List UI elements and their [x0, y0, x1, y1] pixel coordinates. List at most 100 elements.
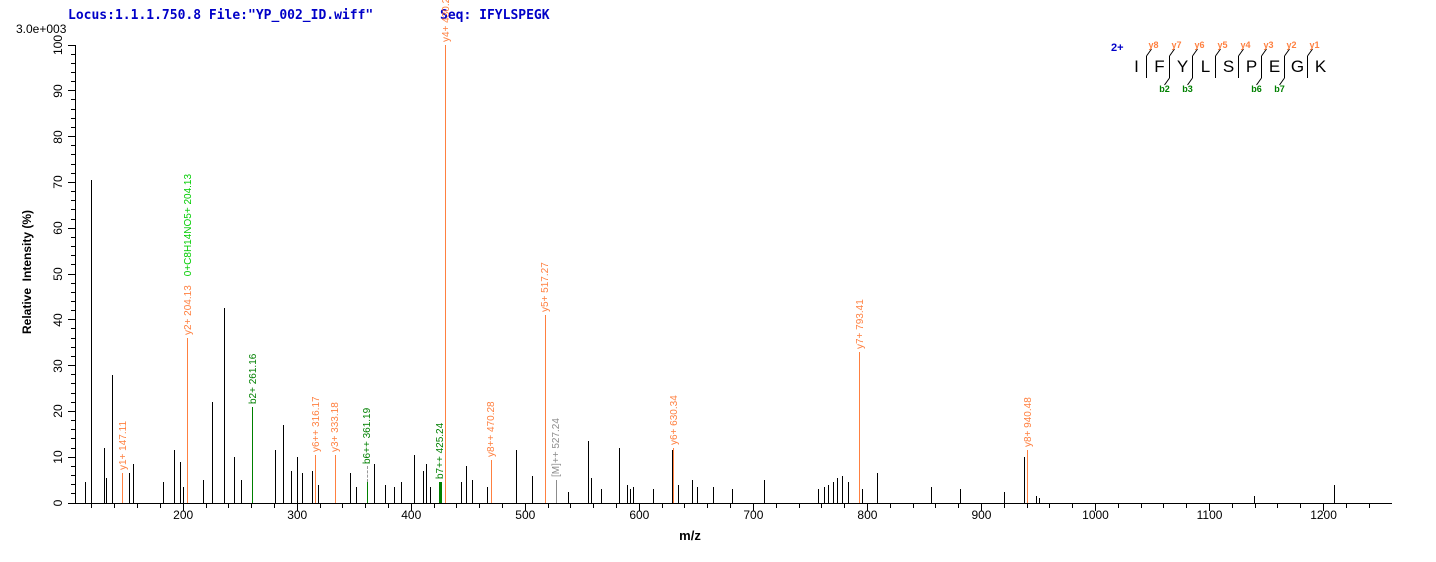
y-axis-tick-label: 70 — [51, 175, 65, 190]
x-axis-tick-label: 500 — [515, 508, 536, 522]
peak-label: y5+ 517.27 — [540, 262, 551, 312]
spectrum-peak — [652, 489, 654, 503]
x-axis-tick — [137, 503, 139, 508]
y-axis-tick-label: 60 — [51, 221, 65, 235]
x-axis-tick-label: 1000 — [1082, 508, 1109, 522]
spectrum-peak — [672, 450, 674, 503]
y-axis-tick — [71, 291, 76, 293]
x-axis-tick — [251, 503, 253, 508]
locus-file-header: Locus:1.1.1.750.8 File:"YP_002_ID.wiff" — [68, 8, 374, 23]
y-axis-tick — [68, 90, 76, 92]
spectrum-peak — [1003, 491, 1005, 503]
y-axis-tick-label: 100 — [51, 34, 65, 56]
spectrum-peak — [847, 482, 849, 503]
x-axis-tick-label: 1100 — [1196, 508, 1223, 522]
x-axis-tick — [1209, 503, 1211, 511]
x-axis-tick — [205, 503, 207, 508]
spectrum-peak — [1039, 498, 1041, 503]
y-axis-tick — [71, 420, 76, 422]
y-axis-tick-label: 50 — [51, 267, 65, 281]
spectrum-peak — [240, 480, 242, 503]
spectrum-peak — [828, 484, 830, 503]
peak-label-text: b6++ 361.19 — [362, 408, 373, 465]
peak-label-text: y5+ 517.27 — [540, 262, 551, 313]
x-axis-tick — [1277, 503, 1279, 508]
y-axis-tick — [71, 355, 76, 357]
spectrum-peak — [837, 477, 839, 503]
peak-label: y6+ 630.34 — [669, 395, 680, 445]
x-axis-tick — [980, 503, 982, 511]
x-axis-tick — [387, 503, 389, 508]
peak-label: [M]++ 527.24 — [551, 418, 562, 477]
y-axis-tick — [68, 410, 76, 412]
peak-label-text: 0+C8H14NO5+ 204.13 — [182, 174, 194, 277]
y-axis-tick-label: 80 — [51, 129, 65, 144]
x-axis-tick — [182, 503, 184, 511]
x-axis-tick — [1345, 503, 1347, 508]
y-axis-tick-label: 90 — [51, 84, 65, 98]
spectrum-peak — [930, 486, 932, 503]
peak-label-text: y3+ 333.18 — [330, 402, 342, 452]
x-axis-tick — [912, 503, 914, 508]
x-axis-tick — [730, 503, 732, 508]
residue-letter: Y — [1176, 57, 1189, 76]
spectrum-peak — [414, 454, 416, 503]
spectrum-peak — [601, 489, 603, 503]
spectrum-peak — [334, 454, 336, 503]
peak-label: y1+ 147.11 — [118, 421, 129, 470]
y-ion-label: y4 — [1240, 40, 1251, 50]
residue-letter: E — [1268, 57, 1281, 76]
spectrum-peak — [163, 482, 165, 503]
x-axis-tick — [798, 503, 800, 508]
y-axis-tick — [68, 136, 76, 138]
spectrum-peak — [425, 464, 427, 503]
spectrum-peak — [384, 484, 386, 503]
y-axis-title: Relative Intensity (%) — [20, 209, 34, 335]
x-axis-tick-label: 200 — [173, 508, 194, 522]
y-axis-tick — [68, 319, 76, 321]
spectrum-peak — [356, 486, 358, 503]
x-axis-tick — [1186, 503, 1188, 508]
spectrum-peak — [311, 470, 313, 503]
sequence-header: Seq: IFYLSPEGK — [440, 8, 550, 23]
spectrum-peak — [531, 475, 533, 503]
spectrum-peak — [630, 489, 632, 503]
spectrum-peak — [315, 454, 317, 503]
y-axis-tick — [71, 401, 76, 403]
y-axis-tick — [71, 126, 76, 128]
y-axis-tick — [71, 163, 76, 165]
y-axis-tick-label: 40 — [51, 313, 65, 327]
x-axis-tick-label: 400 — [401, 508, 422, 522]
spectrum-peak — [1035, 496, 1037, 503]
x-axis-tick — [935, 503, 937, 508]
spectrum-peak — [627, 484, 629, 503]
peak-label: y6++ 316.17 — [311, 396, 322, 452]
y-axis-tick — [71, 282, 76, 284]
y-axis-tick — [71, 465, 76, 467]
spectrum-peak — [764, 480, 766, 503]
y-axis-tick-label: 0 — [51, 499, 65, 507]
spectrum-peak — [187, 338, 189, 503]
x-axis-tick — [456, 503, 458, 508]
y-axis-tick — [71, 328, 76, 330]
x-axis-tick — [479, 503, 481, 508]
spectrum-peak — [515, 450, 517, 503]
y-ion-label: y1 — [1309, 40, 1320, 50]
residue-letter: L — [1200, 57, 1211, 76]
spectrum-peak — [1027, 450, 1029, 503]
b-ion-label: b6 — [1251, 84, 1262, 94]
y-axis-tick — [71, 71, 76, 73]
x-axis-tick — [410, 503, 412, 511]
x-axis-tick — [114, 503, 116, 508]
spectrum-peak — [590, 477, 592, 503]
peak-label: y7+ 793.41 — [855, 299, 866, 349]
y-axis-tick — [71, 264, 76, 266]
x-axis-tick — [821, 503, 823, 508]
spectrum-peak — [817, 489, 819, 503]
spectrum-peak — [283, 425, 285, 503]
plot-canvas[interactable]: 200 300 400 500 600 700 800 900 1000 1100 1200 0 10 2… — [51, 0, 1392, 522]
y-ion-label: y2 — [1286, 40, 1297, 50]
x-axis-tick — [547, 503, 549, 508]
peak-label: y2+ 204.13 0+C8H14NO5+ 204.13 — [183, 174, 194, 335]
peak-label-text: b2+ 261.16 — [247, 353, 259, 404]
